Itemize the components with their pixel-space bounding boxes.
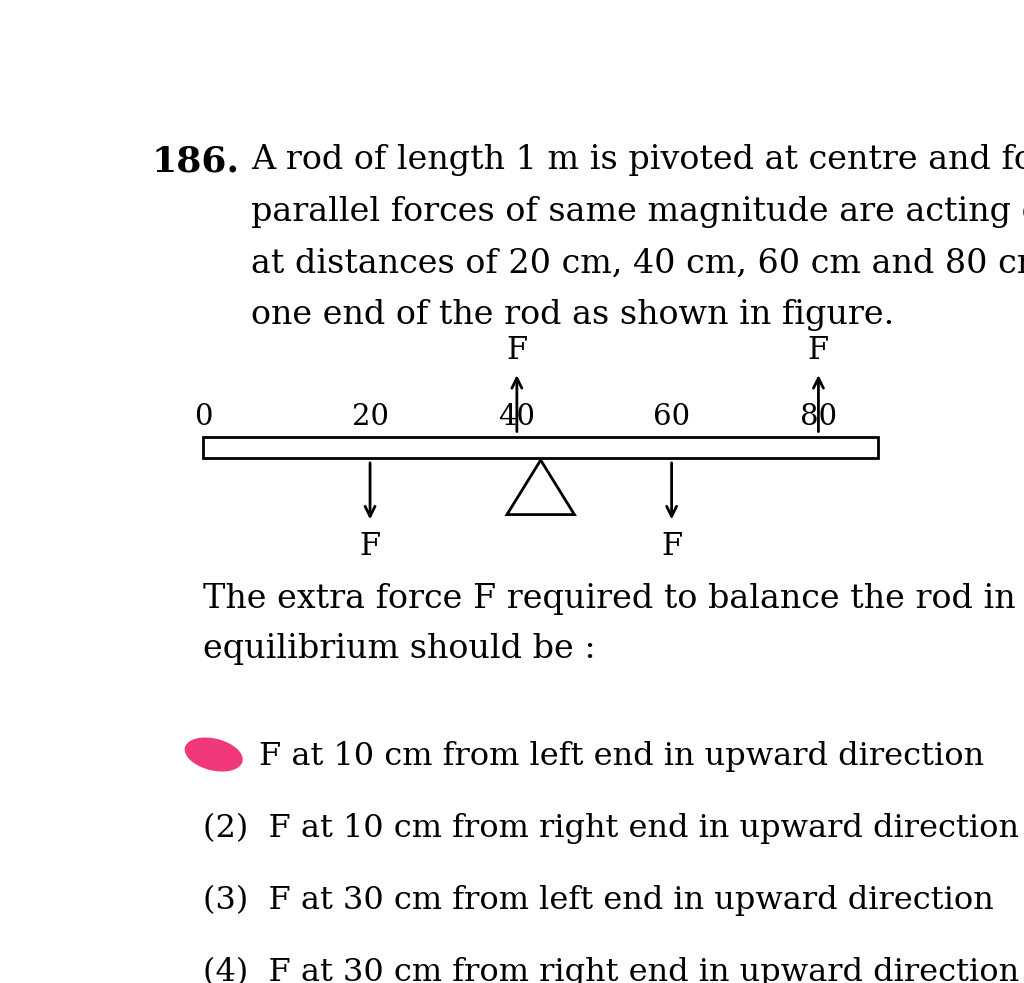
Text: The extra force F required to balance the rod in: The extra force F required to balance th… (204, 584, 1016, 615)
Text: (4)  F at 30 cm from right end in upward direction: (4) F at 30 cm from right end in upward … (204, 956, 1020, 983)
Text: F: F (359, 531, 381, 562)
Text: 40: 40 (499, 403, 536, 431)
Polygon shape (507, 460, 574, 514)
Text: one end of the rod as shown in figure.: one end of the rod as shown in figure. (251, 299, 894, 331)
Text: A rod of length 1 m is pivoted at centre and four: A rod of length 1 m is pivoted at centre… (251, 145, 1024, 177)
Text: F: F (662, 531, 682, 562)
Bar (204, 436, 878, 458)
Text: 80: 80 (800, 403, 837, 431)
Text: parallel forces of same magnitude are acting on rod,: parallel forces of same magnitude are ac… (251, 196, 1024, 228)
Ellipse shape (184, 737, 243, 772)
Text: equilibrium should be :: equilibrium should be : (204, 633, 596, 665)
Text: F: F (506, 335, 527, 367)
Text: (3)  F at 30 cm from left end in upward direction: (3) F at 30 cm from left end in upward d… (204, 885, 994, 916)
Text: F at 10 cm from left end in upward direction: F at 10 cm from left end in upward direc… (259, 741, 984, 772)
Text: 20: 20 (351, 403, 388, 431)
Text: at distances of 20 cm, 40 cm, 60 cm and 80 cm from: at distances of 20 cm, 40 cm, 60 cm and … (251, 248, 1024, 279)
Text: 0: 0 (195, 403, 213, 431)
Text: 186.: 186. (152, 145, 240, 179)
Text: (2)  F at 10 cm from right end in upward direction: (2) F at 10 cm from right end in upward … (204, 813, 1020, 844)
Text: 60: 60 (653, 403, 690, 431)
Text: F: F (808, 335, 829, 367)
